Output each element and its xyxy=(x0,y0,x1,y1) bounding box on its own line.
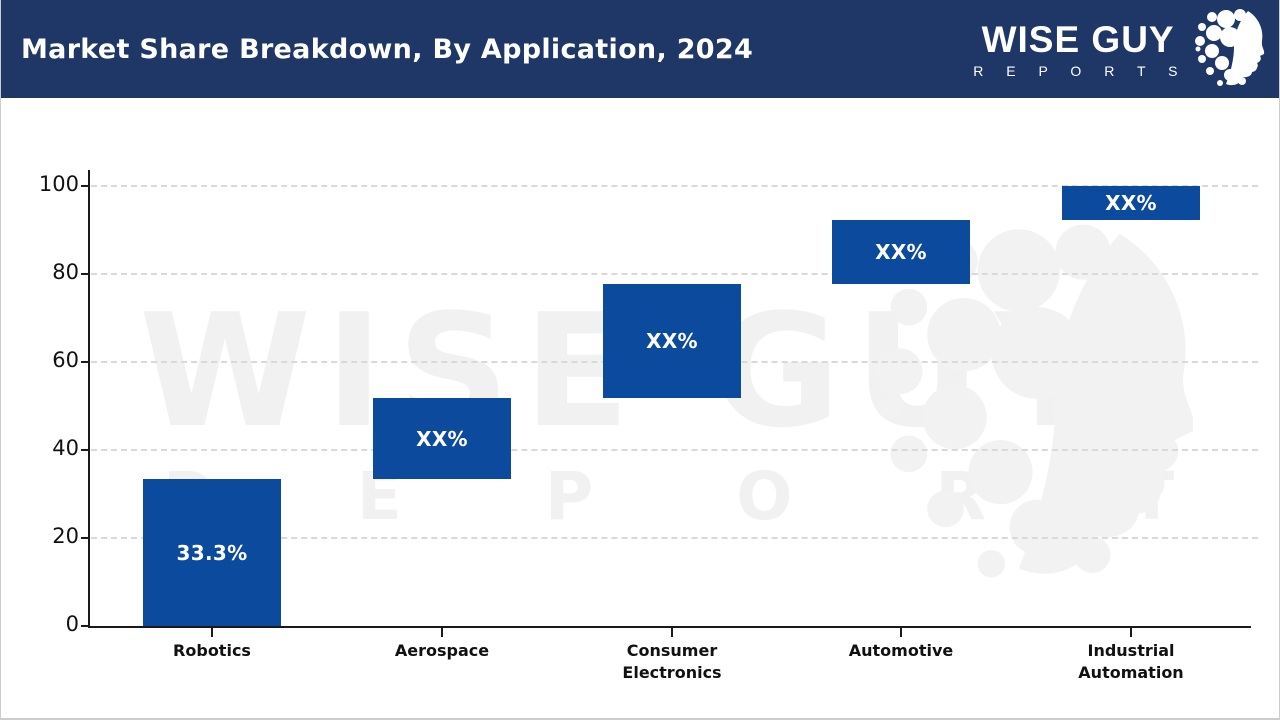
x-tick-1 xyxy=(441,628,443,637)
y-tick-20 xyxy=(81,537,90,539)
bar-automotive: XX% xyxy=(832,219,970,285)
y-tick-label: 100 xyxy=(38,172,79,196)
gridline-20 xyxy=(91,537,1258,539)
y-tick-label: 80 xyxy=(52,260,79,284)
bar-consumer-electronics: XX% xyxy=(603,284,741,399)
logo-wordmark: WISE GUY xyxy=(981,18,1175,60)
gridline-80 xyxy=(91,273,1258,275)
bar-industrial-automation: XX% xyxy=(1062,186,1200,220)
category-label: Industrial Automation xyxy=(1078,641,1184,682)
wiseguy-logo: WISE GUY R E P O R T S xyxy=(969,7,1265,91)
y-tick-60 xyxy=(81,361,90,363)
category-label: Automotive xyxy=(848,641,954,660)
chart-canvas: WISE GUY R E P O R T S 02040608010033.3%… xyxy=(1,98,1279,718)
x-tick-3 xyxy=(900,628,902,637)
x-axis-spine xyxy=(90,626,1251,628)
gridline-100 xyxy=(91,185,1258,187)
y-tick-0 xyxy=(81,625,90,627)
y-tick-label: 60 xyxy=(52,348,79,372)
logo-text: WISE GUY R E P O R T S xyxy=(969,21,1187,78)
bar-value-label: 33.3% xyxy=(176,540,248,565)
y-tick-label: 0 xyxy=(65,612,79,636)
category-label: Aerospace xyxy=(394,641,490,660)
y-tick-40 xyxy=(81,449,90,451)
y-tick-label: 20 xyxy=(52,524,79,548)
logo-subtext: R E P O R T S xyxy=(973,62,1187,79)
x-tick-0 xyxy=(211,628,213,637)
watermark-face-icon xyxy=(876,224,1193,578)
gridline-40 xyxy=(91,449,1258,451)
bar-robotics: 33.3% xyxy=(143,479,281,626)
y-tick-80 xyxy=(81,273,90,275)
x-tick-2 xyxy=(671,628,673,637)
bar-aerospace: XX% xyxy=(373,398,511,480)
y-tick-100 xyxy=(81,185,90,187)
bar-value-label: XX% xyxy=(416,426,468,451)
x-tick-4 xyxy=(1130,628,1132,637)
bar-value-label: XX% xyxy=(875,239,927,264)
y-tick-label: 40 xyxy=(52,436,79,460)
y-axis-spine xyxy=(88,170,90,628)
category-label: Robotics xyxy=(173,641,251,660)
bar-value-label: XX% xyxy=(646,329,698,354)
category-label: Consumer Electronics xyxy=(622,641,722,682)
header-bar: Market Share Breakdown, By Application, … xyxy=(1,0,1279,98)
bar-value-label: XX% xyxy=(1105,190,1157,215)
logo-face-icon xyxy=(1195,9,1265,86)
chart-title: Market Share Breakdown, By Application, … xyxy=(21,33,754,65)
